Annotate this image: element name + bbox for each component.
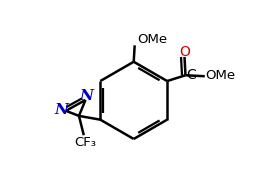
Text: OMe: OMe: [206, 69, 236, 82]
Text: O: O: [179, 45, 190, 58]
Text: C: C: [186, 68, 196, 82]
Text: N: N: [55, 103, 69, 117]
Text: CF₃: CF₃: [75, 136, 97, 149]
Text: N: N: [80, 90, 93, 103]
Text: OMe: OMe: [137, 33, 167, 46]
